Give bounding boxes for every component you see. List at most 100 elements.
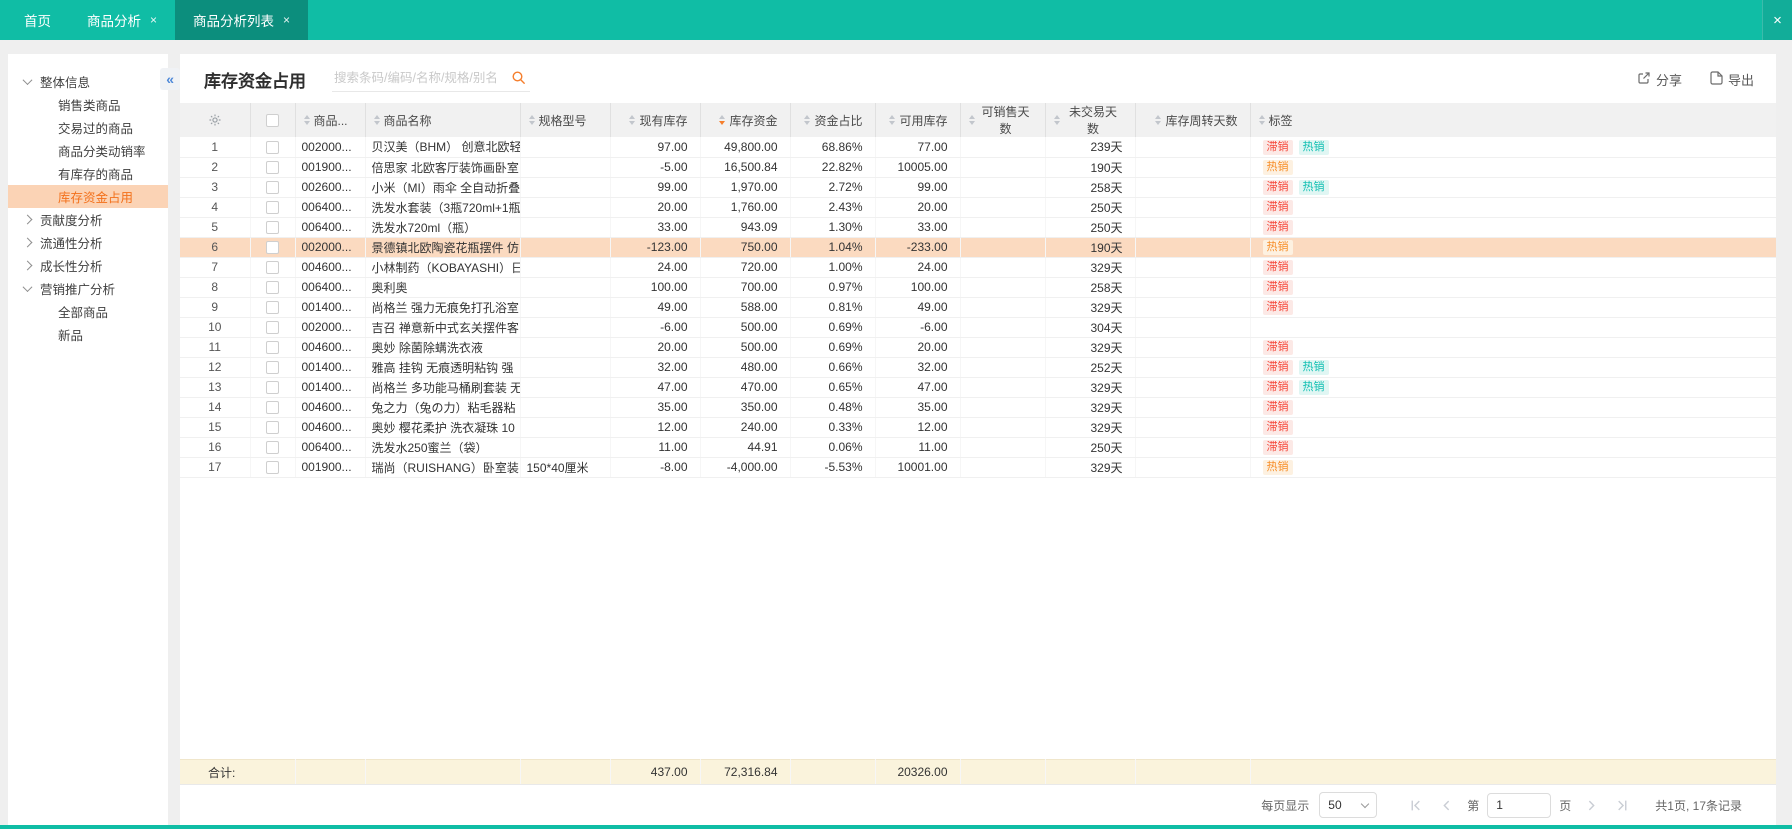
column-header-stock[interactable]: 现有库存 <box>610 103 701 137</box>
table-row[interactable]: 11 004600... 奥妙 除菌除螨洗衣液 20.00 500.00 0.69% 20.… <box>180 337 1776 358</box>
sidebar-item-label: 交易过的商品 <box>58 122 134 136</box>
tab[interactable]: 商品分析 × <box>69 0 175 40</box>
tab[interactable]: 商品分析列表 × <box>175 0 309 40</box>
checkbox-icon[interactable] <box>266 114 279 128</box>
sort-asc-icon <box>804 115 811 119</box>
row-checkbox[interactable] <box>266 461 279 475</box>
sort-arrows-icon[interactable] <box>889 115 896 125</box>
row-checkbox[interactable] <box>266 421 279 435</box>
row-checkbox[interactable] <box>266 441 279 455</box>
column-header-spec[interactable]: 规格型号 <box>520 103 611 137</box>
column-header-name[interactable]: 商品名称 <box>365 103 521 137</box>
row-checkbox[interactable] <box>266 140 279 154</box>
sidebar-item[interactable]: 成长性分析 <box>8 254 168 277</box>
sort-arrows-icon[interactable] <box>303 115 310 125</box>
sort-arrows-icon[interactable] <box>1258 115 1265 125</box>
table-row[interactable]: 5 006400... 洗发水720ml（瓶） 33.00 943.09 1.30% 33.… <box>180 217 1776 238</box>
per-page-select[interactable]: 50 <box>1319 792 1378 818</box>
table-row[interactable]: 9 001400... 尚格兰 强力无痕免打孔浴室 49.00 588.00 0.81% 4… <box>180 297 1776 318</box>
sort-arrows-icon[interactable] <box>629 115 636 125</box>
sidebar-item[interactable]: 新品 <box>8 323 168 346</box>
table-row[interactable]: 10 002000... 吉召 禅意新中式玄关摆件客 -6.00 500.00 0.69%… <box>180 317 1776 338</box>
column-header-sell_days[interactable]: 可销售天数 <box>960 103 1046 137</box>
table-row[interactable]: 14 004600... 兔之力（兔の力）粘毛器粘 35.00 350.00 0.48% 3… <box>180 397 1776 418</box>
sidebar-item[interactable]: 整体信息 <box>8 70 168 93</box>
prev-page-button[interactable] <box>1436 799 1457 812</box>
table-row[interactable]: 6 002000... 景德镇北欧陶瓷花瓶摆件 仿 -123.00 750.00 1.04… <box>180 237 1776 258</box>
column-settings-button[interactable] <box>180 103 251 137</box>
table-row[interactable]: 12 001400... 雅高 挂钩 无痕透明粘钩 强 32.00 480.00 0.66… <box>180 357 1776 378</box>
sidebar-item[interactable]: 商品分类动销率 <box>8 139 168 162</box>
column-header-tags[interactable]: 标签 <box>1250 103 1776 137</box>
cell-available: -6.00 <box>875 317 961 338</box>
column-header-ratio[interactable]: 资金占比 <box>790 103 876 137</box>
table-row[interactable]: 13 001400... 尚格兰 多功能马桶刷套装 无 47.00 470.00 0.65… <box>180 377 1776 398</box>
sidebar-item[interactable]: 库存资金占用 <box>8 185 168 208</box>
row-checkbox[interactable] <box>266 161 279 175</box>
sidebar-item-label: 有库存的商品 <box>58 168 134 182</box>
column-header-label: 标签 <box>1268 113 1293 128</box>
share-button[interactable]: 分享 <box>1637 70 1682 89</box>
sort-arrows-icon[interactable] <box>528 115 535 125</box>
sidebar-item[interactable]: 交易过的商品 <box>8 116 168 139</box>
sidebar-item[interactable]: 流通性分析 <box>8 231 168 254</box>
row-checkbox[interactable] <box>266 341 279 355</box>
cell-spec <box>520 257 611 278</box>
row-checkbox[interactable] <box>266 241 279 255</box>
table-row[interactable]: 17 001900... 瑞尚（RUISHANG）卧室装 150*40厘米 -8.00-… <box>180 457 1776 478</box>
sort-arrows-icon[interactable] <box>968 115 975 125</box>
tab[interactable]: 首页 <box>6 0 69 40</box>
tag-hot2: 热销 <box>1262 160 1293 175</box>
sort-arrows-icon[interactable] <box>719 115 726 125</box>
sort-arrows-icon[interactable] <box>804 115 811 125</box>
select-all-checkbox[interactable] <box>250 103 296 137</box>
table-row[interactable]: 7 004600... 小林制药（KOBAYASHI）日 24.00 720.00 1.0… <box>180 257 1776 278</box>
cell-sell-days <box>960 277 1046 298</box>
row-checkbox[interactable] <box>266 281 279 295</box>
row-checkbox[interactable] <box>266 181 279 195</box>
row-checkbox[interactable] <box>266 381 279 395</box>
column-header-turnover_days[interactable]: 库存周转天数 <box>1135 103 1251 137</box>
row-checkbox[interactable] <box>266 201 279 215</box>
tab-close-icon[interactable]: × <box>283 13 291 27</box>
row-checkbox[interactable] <box>266 261 279 275</box>
sort-arrows-icon[interactable] <box>1155 115 1162 125</box>
search-icon[interactable] <box>511 70 526 90</box>
sidebar-item[interactable]: 销售类商品 <box>8 93 168 116</box>
sidebar-item[interactable]: 贡献度分析 <box>8 208 168 231</box>
page-input[interactable] <box>1487 792 1552 818</box>
row-checkbox[interactable] <box>266 221 279 235</box>
row-checkbox[interactable] <box>266 321 279 335</box>
column-header-available[interactable]: 可用库存 <box>875 103 961 137</box>
table-row[interactable]: 8 006400... 奥利奥 100.00 700.00 0.97% 100.00 258天… <box>180 277 1776 298</box>
sort-arrows-icon[interactable] <box>373 115 380 125</box>
table-row[interactable]: 15 004600... 奥妙 樱花柔护 洗衣凝珠 10 12.00 240.00 0.3… <box>180 417 1776 438</box>
sidebar-item[interactable]: 营销推广分析 <box>8 277 168 300</box>
sidebar-item[interactable]: 有库存的商品 <box>8 162 168 185</box>
window-close-button[interactable]: × <box>1762 0 1792 40</box>
column-header-code[interactable]: 商品... <box>295 103 366 137</box>
first-page-button[interactable] <box>1405 799 1426 812</box>
row-checkbox[interactable] <box>266 301 279 315</box>
cell-tags: 滞销 热销 <box>1250 137 1776 158</box>
column-header-no_trade_days[interactable]: 未交易天数 <box>1045 103 1136 137</box>
table-row[interactable]: 2 001900... 倍思家 北欧客厅装饰画卧室 -5.00 16,500.84 22.… <box>180 157 1776 178</box>
search-input[interactable] <box>332 67 530 92</box>
cell-sell-days <box>960 257 1046 278</box>
export-button[interactable]: 导出 <box>1710 70 1754 89</box>
table-row[interactable]: 4 006400... 洗发水套装（3瓶720ml+1瓶 20.00 1,760.00 2… <box>180 197 1776 218</box>
column-header-fund[interactable]: 库存资金 <box>700 103 791 137</box>
row-checkbox[interactable] <box>266 401 279 415</box>
table-row[interactable]: 1 002000... 贝汉美（BHM） 创意北欧轻 97.00 49,800.00 68… <box>180 137 1776 158</box>
table-row[interactable]: 16 006400... 洗发水250蜜兰（袋） 11.00 44.91 0.06% 11.… <box>180 437 1776 458</box>
sidebar-collapse-button[interactable]: « <box>160 68 180 90</box>
sidebar-item-label: 库存资金占用 <box>58 191 134 205</box>
last-page-button[interactable] <box>1612 799 1633 812</box>
sort-arrows-icon[interactable] <box>1053 115 1060 125</box>
sidebar-item[interactable]: 全部商品 <box>8 300 168 323</box>
table-row[interactable]: 3 002600... 小米（MI）雨伞 全自动折叠 99.00 1,970.00 2.7… <box>180 177 1776 198</box>
column-header-label: 可销售天数 <box>981 105 1030 136</box>
row-checkbox[interactable] <box>266 361 279 375</box>
next-page-button[interactable] <box>1581 799 1602 812</box>
tab-close-icon[interactable]: × <box>150 13 158 27</box>
